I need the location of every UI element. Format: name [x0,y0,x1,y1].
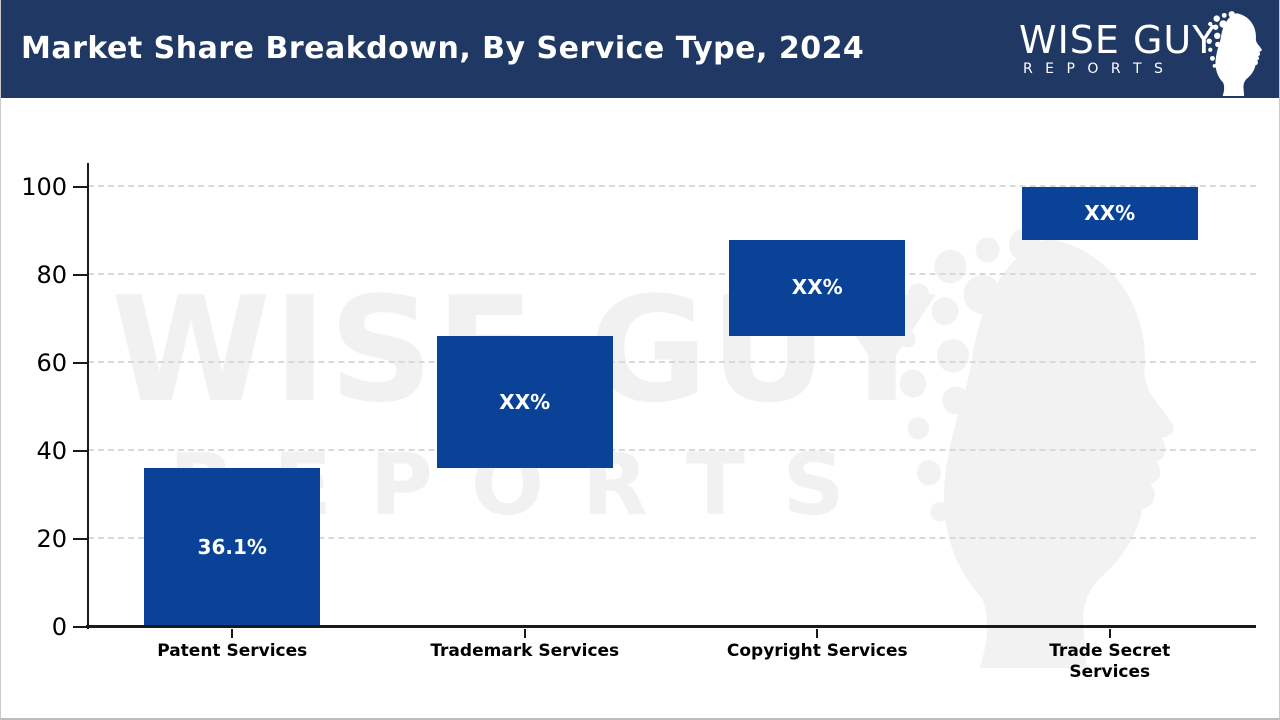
x-tick-label: Trademark Services [430,641,620,661]
gridline [88,449,1256,451]
y-tick-label: 0 [51,613,67,641]
bar-patent-services: 36.1% [144,468,321,627]
bar-value-label: XX% [499,389,551,414]
x-tick-label: Copyright Services [726,641,908,661]
x-tick-mark [523,629,526,638]
x-tick-label: Patent Services [157,641,308,661]
bar-value-label: 36.1% [197,535,267,560]
y-tick-mark [73,362,87,364]
x-axis-line [86,625,1256,628]
gridline [88,185,1256,187]
y-tick-mark [73,538,87,540]
bar-value-label: XX% [1084,201,1136,225]
y-axis-line [87,163,89,629]
dotted-head-logo-icon [1206,11,1262,96]
bar-trademark-services: XX% [436,335,613,469]
y-tick-mark [73,450,87,452]
bar-copyright-services: XX% [729,239,906,336]
gridline [88,361,1256,363]
brand-logo-text: WISE GUY R E P O R T S [1019,18,1217,78]
y-tick-mark [73,186,87,188]
page-title: Market Share Breakdown, By Service Type,… [21,31,865,66]
x-tick-label: Trade Secret Services [1049,641,1171,682]
header-bar: Market Share Breakdown, By Service Type,… [1,0,1279,98]
x-tick-mark [1108,629,1111,638]
gridline [88,537,1256,539]
plot-area: 0 20 40 60 80 100 36.1% XX% XX% XX% Patent Service… [1,98,1279,718]
y-tick-label: 80 [36,261,67,289]
y-tick-label: 40 [36,437,67,465]
chart-area: WISE GUY R E P O R T S 0 20 40 60 80 100 36.1%… [1,98,1279,718]
y-tick-label: 60 [36,349,67,377]
brand-name: WISE GUY [1019,18,1217,62]
x-tick-mark [816,629,819,638]
y-tick-label: 20 [36,525,67,553]
bar-trade-secret-services: XX% [1021,187,1198,240]
x-tick-mark [231,629,234,638]
bar-value-label: XX% [791,274,843,299]
brand-subname: R E P O R T S [1023,61,1167,77]
y-tick-mark [73,274,87,276]
brand-logo: WISE GUY R E P O R T S [1019,8,1269,96]
y-tick-label: 100 [21,173,67,201]
y-tick-mark [73,626,87,628]
gridline [88,273,1256,275]
